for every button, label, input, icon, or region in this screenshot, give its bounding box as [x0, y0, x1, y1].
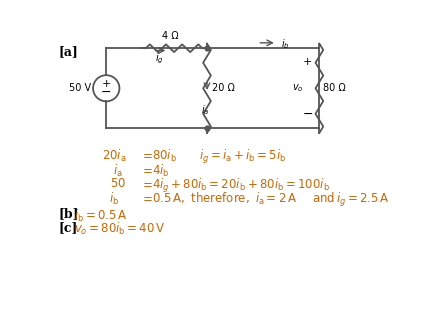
Text: $4i_{\rm b}$: $4i_{\rm b}$	[152, 163, 169, 179]
Text: $=$: $=$	[139, 191, 152, 204]
Text: ${\rm and}$: ${\rm and}$	[312, 191, 335, 205]
Text: $i_{\rm b}$: $i_{\rm b}$	[110, 191, 119, 207]
Text: $i_g = 2.5\,{\rm A}$: $i_g = 2.5\,{\rm A}$	[337, 191, 390, 209]
Text: $i_b$: $i_b$	[281, 37, 289, 51]
Text: 4 Ω: 4 Ω	[162, 31, 178, 41]
Text: $20i_{\rm a}$: $20i_{\rm a}$	[102, 148, 127, 164]
Text: [c]: [c]	[59, 221, 78, 234]
Text: $i_g = i_{\rm a} + i_{\rm b} = 5i_{\rm b}$: $i_g = i_{\rm a} + i_{\rm b} = 5i_{\rm b…	[199, 148, 287, 166]
Text: 80 Ω: 80 Ω	[323, 83, 346, 93]
Text: $80i_{\rm b}$: $80i_{\rm b}$	[152, 148, 177, 164]
Text: −: −	[303, 108, 313, 121]
Text: $i_{\rm a}$: $i_{\rm a}$	[113, 163, 123, 179]
Text: $=$: $=$	[139, 163, 152, 176]
Text: [b]: [b]	[59, 207, 80, 221]
Text: $i_a$: $i_a$	[201, 104, 210, 118]
Text: $4i_g + 80i_{\rm b} = 20i_{\rm b} + 80i_{\rm b} = 100i_{\rm b}$: $4i_g + 80i_{\rm b} = 20i_{\rm b} + 80i_…	[152, 177, 330, 195]
Text: $v_o = 80i_{\rm b} = 40\,{\rm V}$: $v_o = 80i_{\rm b} = 40\,{\rm V}$	[75, 221, 166, 237]
Text: −: −	[101, 86, 111, 100]
Text: +: +	[303, 57, 312, 67]
Text: $v_o$: $v_o$	[292, 82, 304, 94]
Text: 20 Ω: 20 Ω	[211, 83, 235, 93]
Text: 50 V: 50 V	[69, 83, 92, 93]
Text: $i_g$: $i_g$	[155, 52, 163, 66]
Text: $=$: $=$	[139, 148, 152, 161]
Text: [a]: [a]	[59, 45, 79, 58]
Text: $=$: $=$	[139, 177, 152, 190]
Text: $0.5\,{\rm A},\ {\rm therefore,}\ i_{\rm a} = 2\,{\rm A}$: $0.5\,{\rm A},\ {\rm therefore,}\ i_{\rm…	[152, 191, 297, 207]
Text: $i_{\rm b} = 0.5\,{\rm A}$: $i_{\rm b} = 0.5\,{\rm A}$	[75, 207, 128, 224]
Text: +: +	[101, 79, 111, 89]
Text: $50$: $50$	[110, 177, 126, 190]
